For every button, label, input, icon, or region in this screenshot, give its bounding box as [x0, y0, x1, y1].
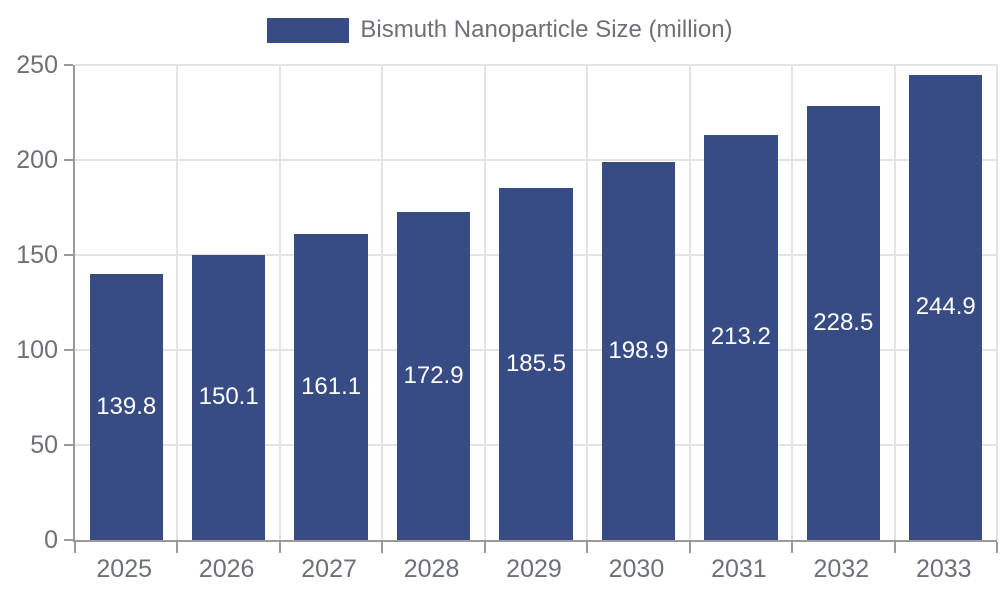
category-band: 244.9 [895, 65, 997, 540]
category-band: 172.9 [382, 65, 484, 540]
plot-area: 139.8 150.1 161.1 172.9 185.5 198.9 213.2 228.5… [64, 64, 998, 553]
gridline-vertical [278, 65, 281, 540]
bar-value-label: 244.9 [915, 293, 976, 321]
y-axis-label: 250 [16, 51, 58, 79]
gridline-vertical [996, 65, 998, 540]
x-axis-label: 2027 [301, 555, 357, 583]
bar-value-label: 150.1 [198, 383, 259, 411]
y-axis-label: 200 [16, 146, 58, 174]
category-band: 185.5 [485, 65, 587, 540]
category-band: 161.1 [280, 65, 382, 540]
x-axis-tick [586, 542, 589, 553]
y-axis-tick [64, 349, 73, 351]
category-band: 198.9 [587, 65, 689, 540]
x-axis-tick [278, 542, 281, 553]
x-axis-tick [176, 542, 179, 553]
category-band: 150.1 [177, 65, 279, 540]
legend[interactable]: Bismuth Nanoparticle Size (million) [0, 16, 1000, 44]
gridline-vertical [688, 65, 691, 540]
gridline-vertical [893, 65, 896, 540]
bar-value-label: 213.2 [710, 323, 771, 351]
x-axis-tick [688, 542, 691, 553]
bar-2030[interactable]: 198.9 [601, 162, 676, 540]
x-axis-label: 2028 [403, 555, 460, 583]
bar-2027[interactable]: 161.1 [294, 233, 368, 540]
bar-2031[interactable]: 213.2 [704, 134, 778, 540]
y-axis-tick [64, 254, 73, 256]
bar-2028[interactable]: 172.9 [396, 211, 471, 540]
bar-value-label: 198.9 [608, 337, 669, 365]
bar-value-label: 161.1 [301, 372, 362, 400]
bar-value-label: 139.8 [96, 393, 157, 421]
legend-swatch [267, 17, 350, 43]
bar-value-label: 185.5 [505, 349, 566, 377]
y-axis-tick [64, 444, 73, 446]
category-band: 228.5 [792, 65, 894, 540]
bar-value-label: 172.9 [403, 361, 464, 389]
gridline-horizontal [75, 159, 997, 161]
x-axis-tick [996, 542, 998, 553]
gridline-vertical [483, 65, 486, 540]
y-axis-tick [64, 539, 73, 541]
x-axis-label: 2026 [198, 555, 255, 583]
category-band: 213.2 [690, 65, 792, 540]
bar-2033[interactable]: 244.9 [909, 74, 983, 540]
category-band: 139.8 [75, 65, 177, 540]
y-axis-label: 150 [16, 241, 58, 269]
y-axis-label: 0 [44, 526, 58, 554]
x-axis-label: 2025 [96, 555, 153, 583]
x-axis-label: 2030 [608, 555, 665, 583]
x-axis-label: 2029 [506, 555, 562, 583]
gridline-vertical [791, 65, 794, 540]
gridline-horizontal [75, 64, 997, 66]
bar-value-label: 228.5 [813, 308, 874, 336]
x-axis-label: 2031 [711, 555, 767, 583]
x-axis-tick [893, 542, 896, 553]
y-axis-tick [64, 64, 73, 66]
y-axis-label: 100 [16, 336, 58, 364]
x-axis-tick [483, 542, 486, 553]
x-axis-tick [381, 542, 384, 553]
gridline-vertical [176, 65, 179, 540]
bar-2032[interactable]: 228.5 [806, 105, 880, 540]
bars-layer: 139.8 150.1 161.1 172.9 185.5 198.9 213.2 228.5… [75, 65, 997, 540]
x-axis-tick [791, 542, 794, 553]
bar-2029[interactable]: 185.5 [499, 187, 573, 540]
legend-label: Bismuth Nanoparticle Size (million) [360, 16, 733, 43]
y-axis-tick [64, 159, 73, 161]
gridline-vertical [381, 65, 384, 540]
y-axis-label: 50 [30, 431, 58, 459]
x-axis-label: 2032 [813, 555, 870, 583]
bar-2025[interactable]: 139.8 [89, 274, 163, 540]
gridline-vertical [586, 65, 589, 540]
x-axis-tick [74, 542, 76, 553]
bar-2026[interactable]: 150.1 [191, 254, 266, 540]
x-axis-label: 2033 [915, 555, 972, 583]
